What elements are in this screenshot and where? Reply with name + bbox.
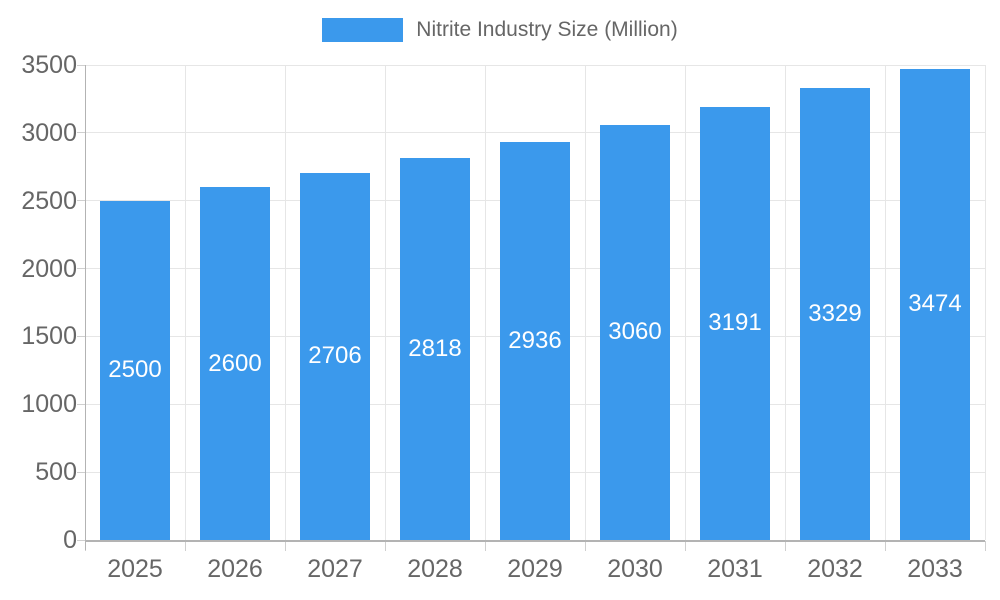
- x-axis-line: [85, 540, 985, 542]
- x-axis-tick: [384, 541, 386, 551]
- x-axis-tick: [784, 541, 786, 551]
- y-axis-tick: [77, 539, 85, 541]
- legend-item[interactable]: Nitrite Industry Size (Million): [0, 18, 1000, 42]
- y-axis-label: 3000: [21, 118, 77, 147]
- x-gridline: [584, 65, 586, 540]
- y-axis-label: 1000: [21, 390, 77, 419]
- bar-value-label: 2706: [308, 342, 362, 370]
- x-axis-label-2033: 2033: [907, 555, 963, 583]
- bar-value-label: 2600: [208, 349, 262, 377]
- bar-2031: 3191: [700, 106, 770, 540]
- x-axis-tick: [184, 541, 186, 551]
- x-axis-tick: [484, 541, 486, 551]
- x-gridline: [984, 65, 986, 540]
- y-axis-label: 500: [35, 458, 77, 487]
- bar-2026: 2600: [200, 187, 270, 540]
- x-gridline: [884, 65, 886, 540]
- legend-swatch: [322, 18, 404, 42]
- x-axis-tick: [284, 541, 286, 551]
- y-axis-tick: [77, 200, 85, 202]
- y-axis-tick: [77, 64, 85, 66]
- y-axis-label: 0: [63, 526, 77, 554]
- x-axis-tick: [984, 541, 986, 551]
- bar-value-label: 2818: [408, 334, 462, 362]
- x-axis-label-2032: 2032: [807, 555, 863, 583]
- y-axis-tick: [77, 471, 85, 473]
- x-gridline: [384, 65, 386, 540]
- bar-value-label: 3474: [908, 290, 962, 318]
- x-axis-label-2031: 2031: [707, 555, 763, 583]
- legend-label: Nitrite Industry Size (Million): [416, 18, 678, 41]
- x-axis-label-2025: 2025: [107, 555, 163, 583]
- bar-2027: 2706: [300, 172, 370, 540]
- x-axis-label-2028: 2028: [407, 555, 463, 583]
- y-gridline: [85, 64, 985, 66]
- y-axis-tick: [77, 403, 85, 405]
- x-axis-tick: [684, 541, 686, 551]
- bar-2029: 2936: [500, 141, 570, 540]
- y-axis-label: 2500: [21, 186, 77, 215]
- bar-value-label: 3060: [608, 318, 662, 346]
- x-gridline: [784, 65, 786, 540]
- bar-value-label: 2500: [108, 356, 162, 384]
- x-axis-tick: [584, 541, 586, 551]
- y-axis-tick: [77, 268, 85, 270]
- x-axis-tick: [884, 541, 886, 551]
- x-gridline: [184, 65, 186, 540]
- bar-2032: 3329: [800, 88, 870, 540]
- bar-value-label: 3329: [808, 300, 862, 328]
- x-gridline: [684, 65, 686, 540]
- bar-value-label: 2936: [508, 326, 562, 354]
- y-gridline: [85, 132, 985, 134]
- y-axis-tick: [77, 335, 85, 337]
- x-axis-label-2030: 2030: [607, 555, 663, 583]
- x-axis-label-2029: 2029: [507, 555, 563, 583]
- y-axis-label: 1500: [21, 322, 77, 351]
- y-axis-line: [85, 65, 86, 550]
- bar-2033: 3474: [900, 68, 970, 540]
- y-axis-tick: [77, 132, 85, 134]
- bar-2028: 2818: [400, 157, 470, 540]
- x-gridline: [484, 65, 486, 540]
- x-gridline: [284, 65, 286, 540]
- y-axis-label: 2000: [21, 254, 77, 283]
- bar-2025: 2500: [100, 200, 170, 540]
- x-axis-label-2026: 2026: [207, 555, 263, 583]
- bar-2030: 3060: [600, 124, 670, 540]
- x-axis-label-2027: 2027: [307, 555, 363, 583]
- y-axis-label: 3500: [21, 51, 77, 79]
- bar-value-label: 3191: [708, 309, 762, 337]
